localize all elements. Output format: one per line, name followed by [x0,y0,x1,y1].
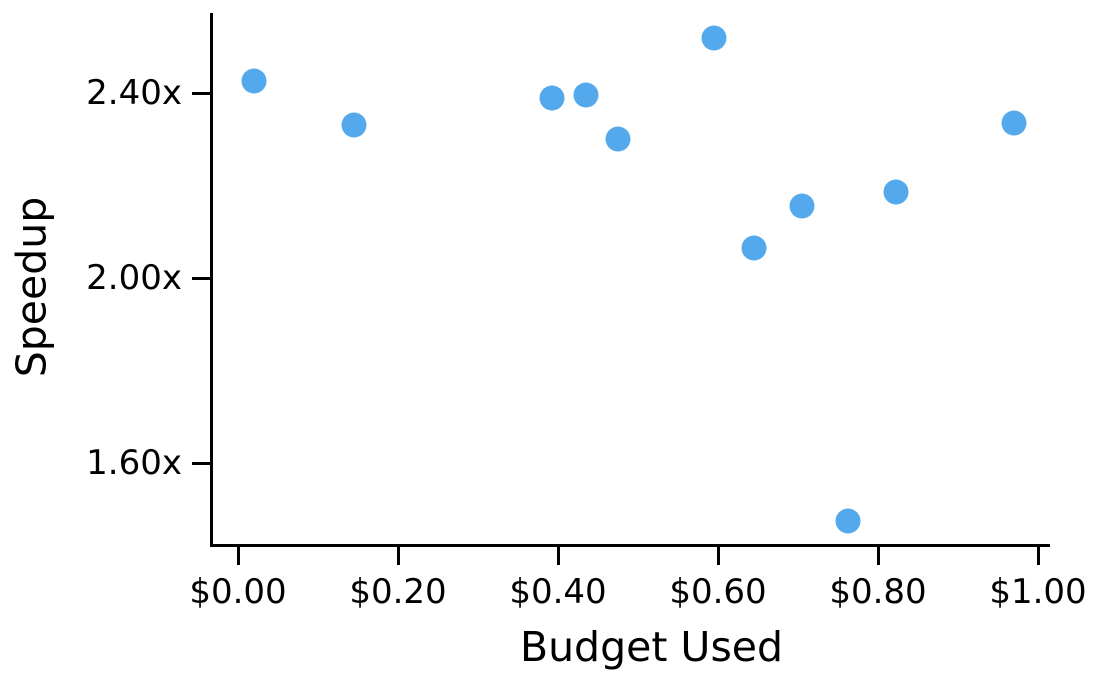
x-tick-label: $0.20 [349,572,447,612]
x-tick-mark [556,547,560,565]
x-tick-mark [1036,547,1040,565]
y-axis-spine [210,13,213,547]
x-axis-label: Budget Used [519,623,784,671]
y-tick-label: 2.00x [86,258,182,299]
x-tick-label: $0.00 [189,572,287,612]
data-point [789,193,815,219]
x-tick-label: $0.40 [509,572,607,612]
x-tick-mark [876,547,880,565]
data-point [341,112,367,138]
y-tick-mark [192,276,210,280]
y-tick-label: 1.60x [86,443,182,484]
y-tick-mark [192,461,210,465]
y-axis-label: Speedup [7,196,56,377]
data-point [539,85,565,111]
x-axis-spine [210,544,1050,547]
x-tick-label: $0.80 [829,572,927,612]
data-point [573,82,599,108]
y-tick-mark [192,91,210,95]
data-point [241,68,267,94]
data-point [605,126,631,152]
x-tick-mark [396,547,400,565]
x-tick-label: $0.60 [669,572,767,612]
x-tick-mark [236,547,240,565]
data-point [701,25,727,50]
data-point [741,235,767,261]
y-tick-label: 2.40x [86,73,182,114]
x-tick-mark [716,547,720,565]
data-point [883,179,909,205]
x-tick-label: $1.00 [989,572,1087,612]
data-point [835,508,861,534]
data-point [1001,110,1027,136]
